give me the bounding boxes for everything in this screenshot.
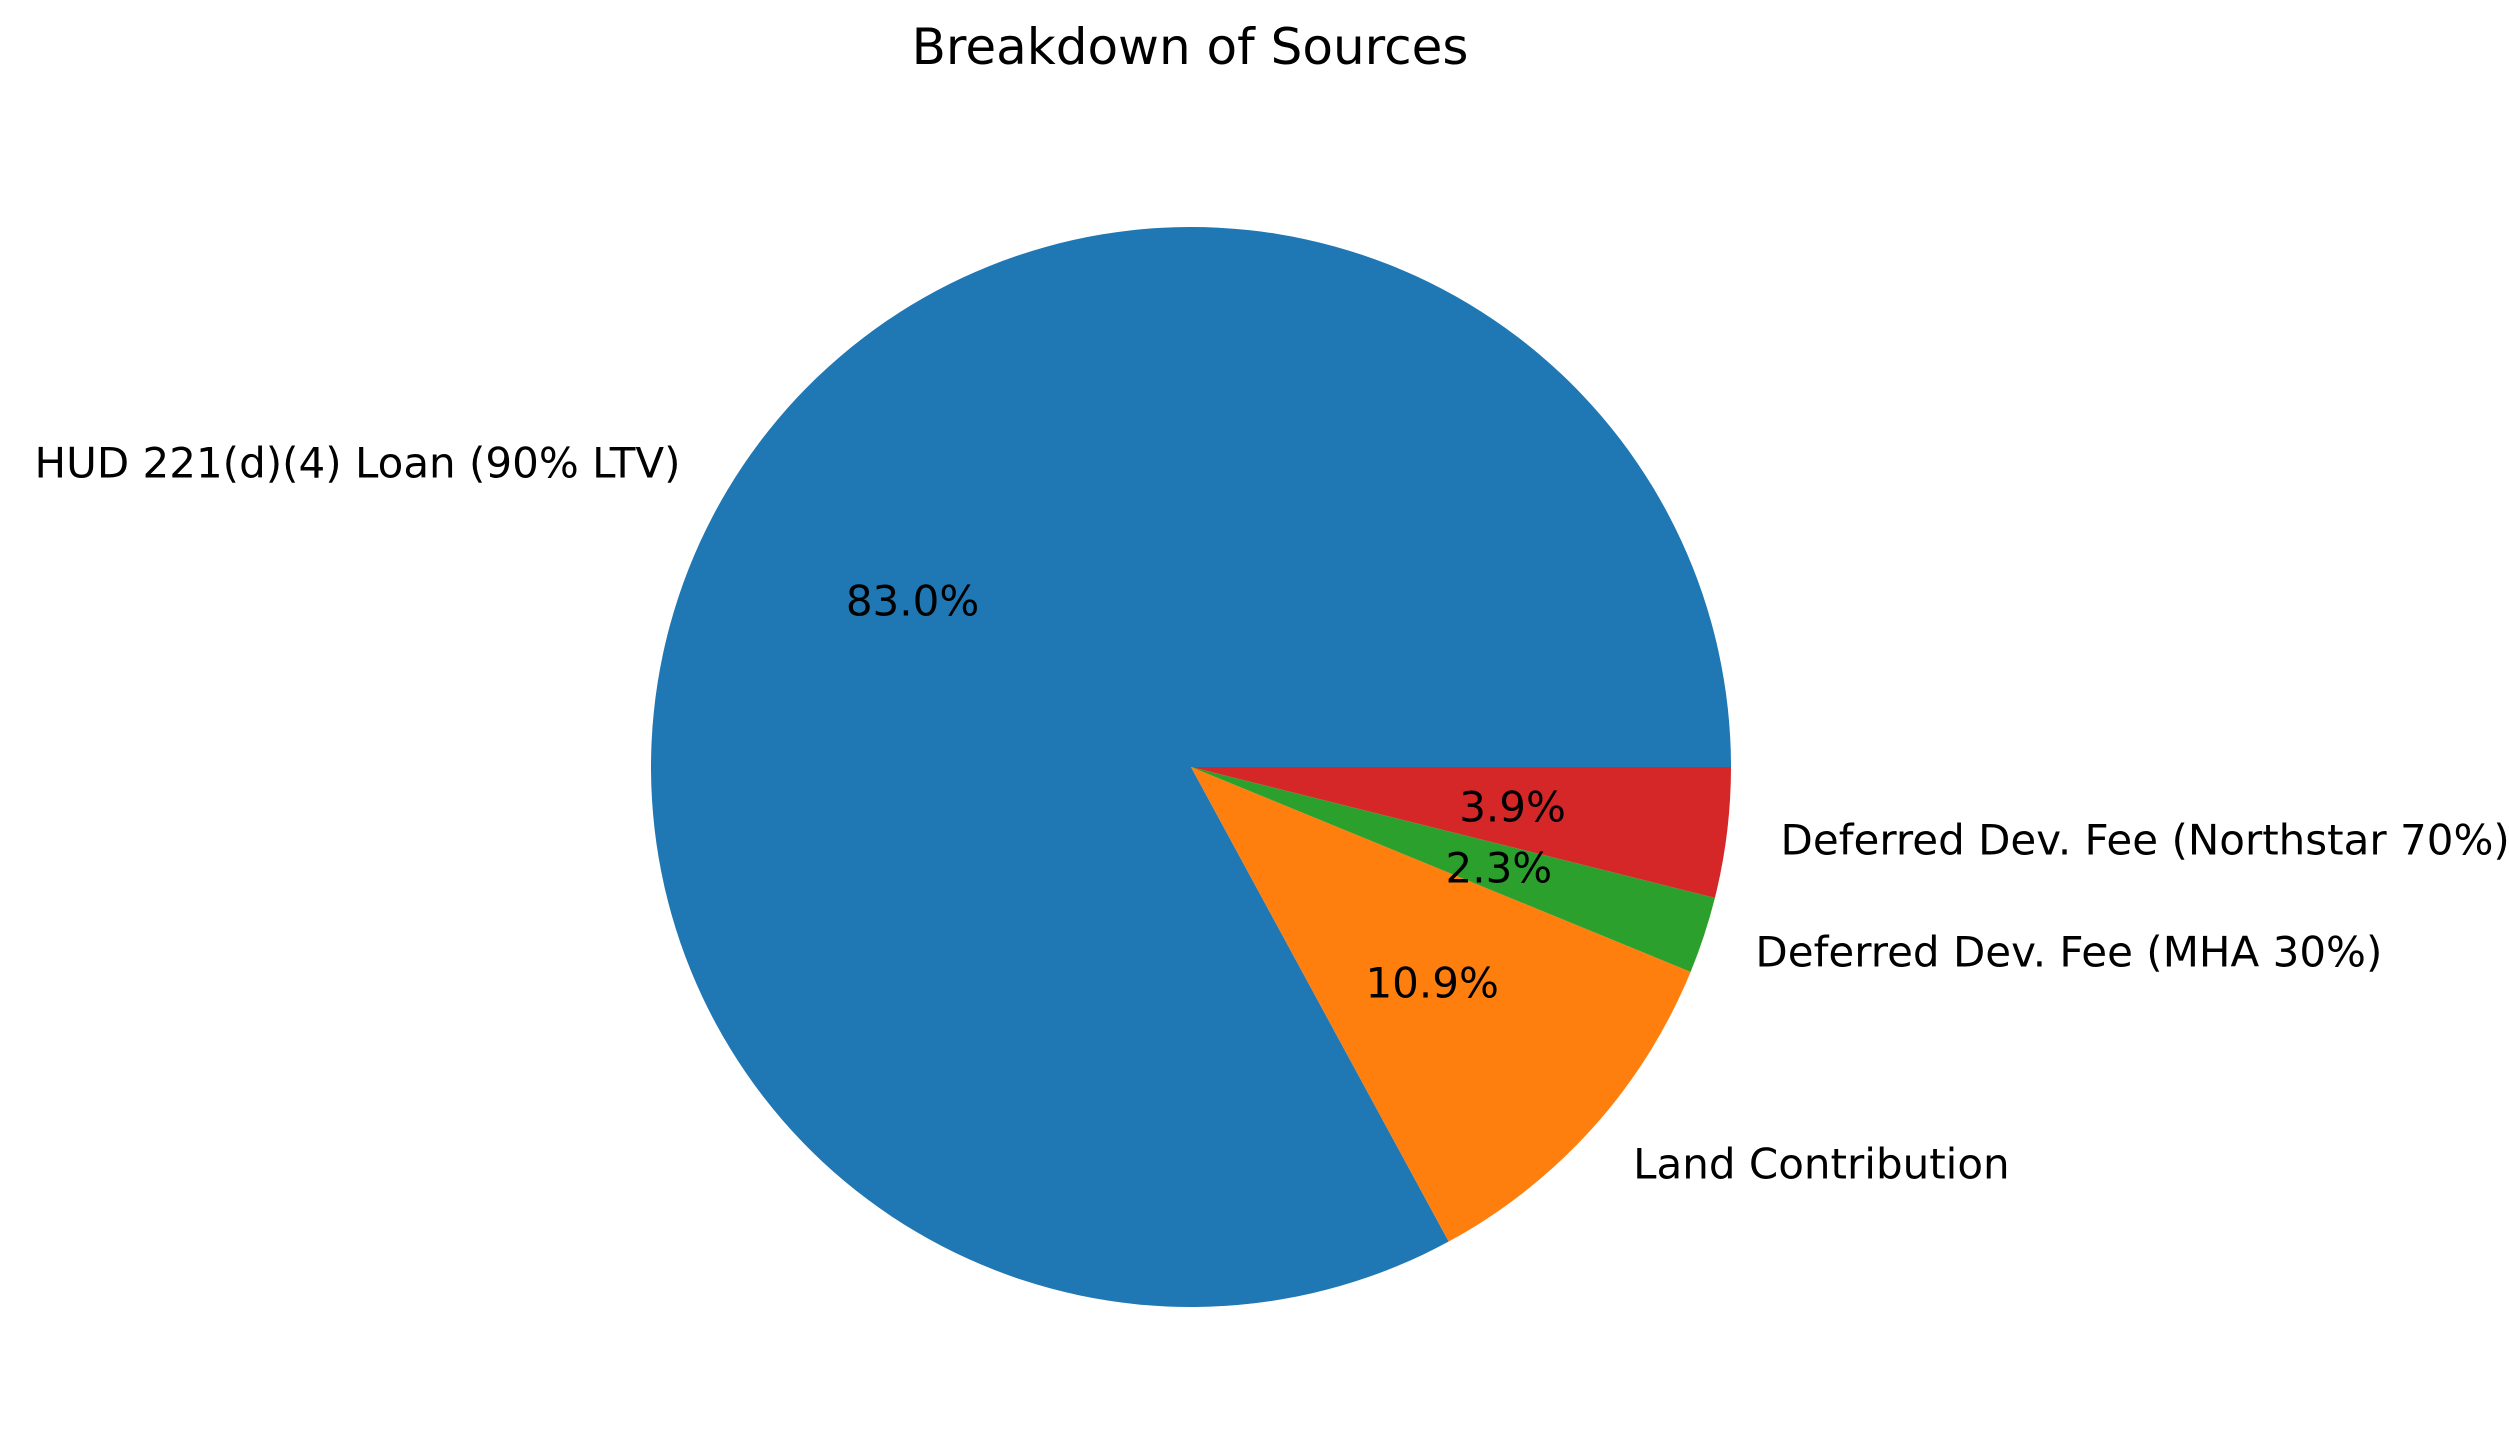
slice-percent-0: 83.0% bbox=[845, 576, 980, 626]
slice-label-2: Deferred Dev. Fee (MHA 30%) bbox=[1755, 927, 2383, 977]
slice-label-0: HUD 221(d)(4) Loan (90% LTV) bbox=[34, 438, 681, 488]
pie-slice-2 bbox=[1191, 767, 1715, 972]
chart-title: Breakdown of Sources bbox=[911, 18, 1469, 76]
slice-percent-1: 10.9% bbox=[1365, 958, 1499, 1008]
pie-slice-0 bbox=[651, 226, 1731, 1307]
slice-percent-2: 2.3% bbox=[1445, 843, 1553, 893]
pie-slice-1 bbox=[1191, 767, 1691, 1242]
pie-wedges bbox=[651, 226, 1731, 1307]
slice-label-3: Deferred Dev. Fee (Northstar 70%) bbox=[1780, 815, 2509, 865]
slice-label-1: Land Contribution bbox=[1633, 1139, 2010, 1189]
slice-percent-3: 3.9% bbox=[1459, 782, 1566, 832]
pie-slice-3 bbox=[1191, 767, 1731, 898]
